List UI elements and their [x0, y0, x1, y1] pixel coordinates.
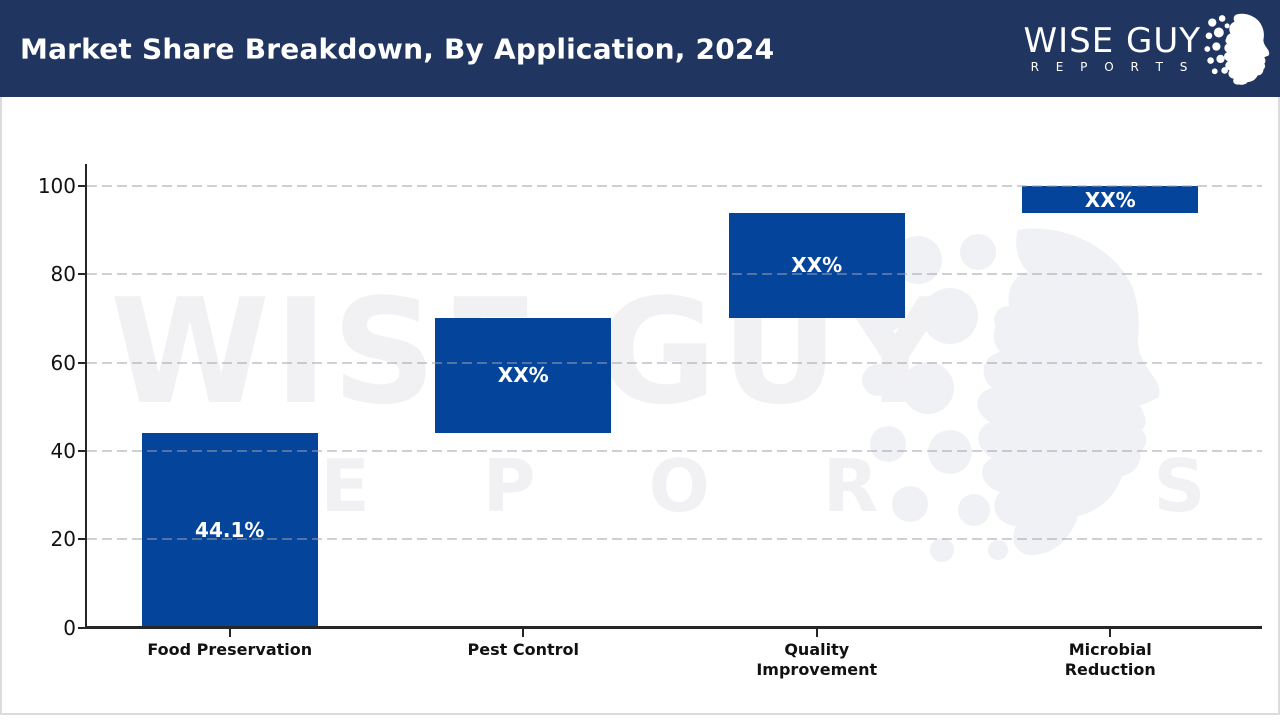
x-tick-label-quality-improvement: Quality Improvement — [756, 640, 878, 679]
gridline-80 — [87, 273, 1262, 276]
x-tick-label-microbial-reduction: Microbial Reduction — [1064, 640, 1156, 679]
gridline-40 — [87, 449, 1262, 452]
y-tick-mark-0 — [78, 626, 85, 629]
bar-value-label-pest-control: XX% — [497, 363, 549, 388]
logo-head-icon — [1204, 13, 1270, 85]
y-axis-line — [85, 164, 87, 629]
y-tick-label-0: 0 — [63, 615, 76, 640]
logo-wordmark: WISE GUY — [1023, 20, 1201, 61]
bar-quality-improvement: XX% — [728, 213, 905, 318]
bar-value-label-food-preservation: 44.1% — [195, 518, 265, 543]
x-tick-label-food-preservation: Food Preservation — [147, 640, 313, 659]
x-axis-line — [85, 626, 1262, 629]
x-tick-label-pest-control: Pest Control — [467, 640, 579, 659]
bar-value-label-microbial-reduction: XX% — [1084, 187, 1136, 212]
bar-food-preservation: 44.1% — [141, 432, 318, 628]
x-tick-mark-quality-improvement — [815, 628, 818, 637]
y-tick-label-20: 20 — [50, 527, 76, 552]
y-tick-label-100: 100 — [37, 174, 76, 198]
x-tick-mark-pest-control — [522, 628, 525, 637]
header-bar: Market Share Breakdown, By Application, … — [0, 0, 1280, 97]
x-tick-mark-food-preservation — [228, 628, 231, 637]
chart-frame — [0, 97, 1280, 715]
bar-pest-control: XX% — [435, 317, 612, 433]
bar-microbial-reduction: XX% — [1022, 186, 1199, 214]
logo-subtext: R E P O R T S — [1030, 60, 1194, 75]
y-tick-mark-20 — [78, 538, 85, 541]
gridline-20 — [87, 538, 1262, 541]
y-tick-mark-40 — [78, 449, 85, 452]
y-tick-mark-60 — [78, 361, 85, 364]
x-tick-mark-microbial-reduction — [1109, 628, 1112, 637]
gridline-60 — [87, 361, 1262, 364]
y-tick-label-60: 60 — [50, 350, 76, 375]
y-tick-mark-80 — [78, 273, 85, 276]
wiseguy-logo: WISE GUY R E P O R T S — [1023, 4, 1270, 94]
page-title: Market Share Breakdown, By Application, … — [20, 32, 775, 65]
y-tick-mark-100 — [78, 185, 85, 187]
y-tick-label-40: 40 — [50, 438, 76, 463]
gridline-100 — [87, 185, 1262, 187]
y-tick-label-80: 80 — [50, 262, 76, 287]
logo-wordmark-block: WISE GUY R E P O R T S — [1023, 20, 1201, 75]
bar-value-label-quality-improvement: XX% — [791, 253, 843, 278]
